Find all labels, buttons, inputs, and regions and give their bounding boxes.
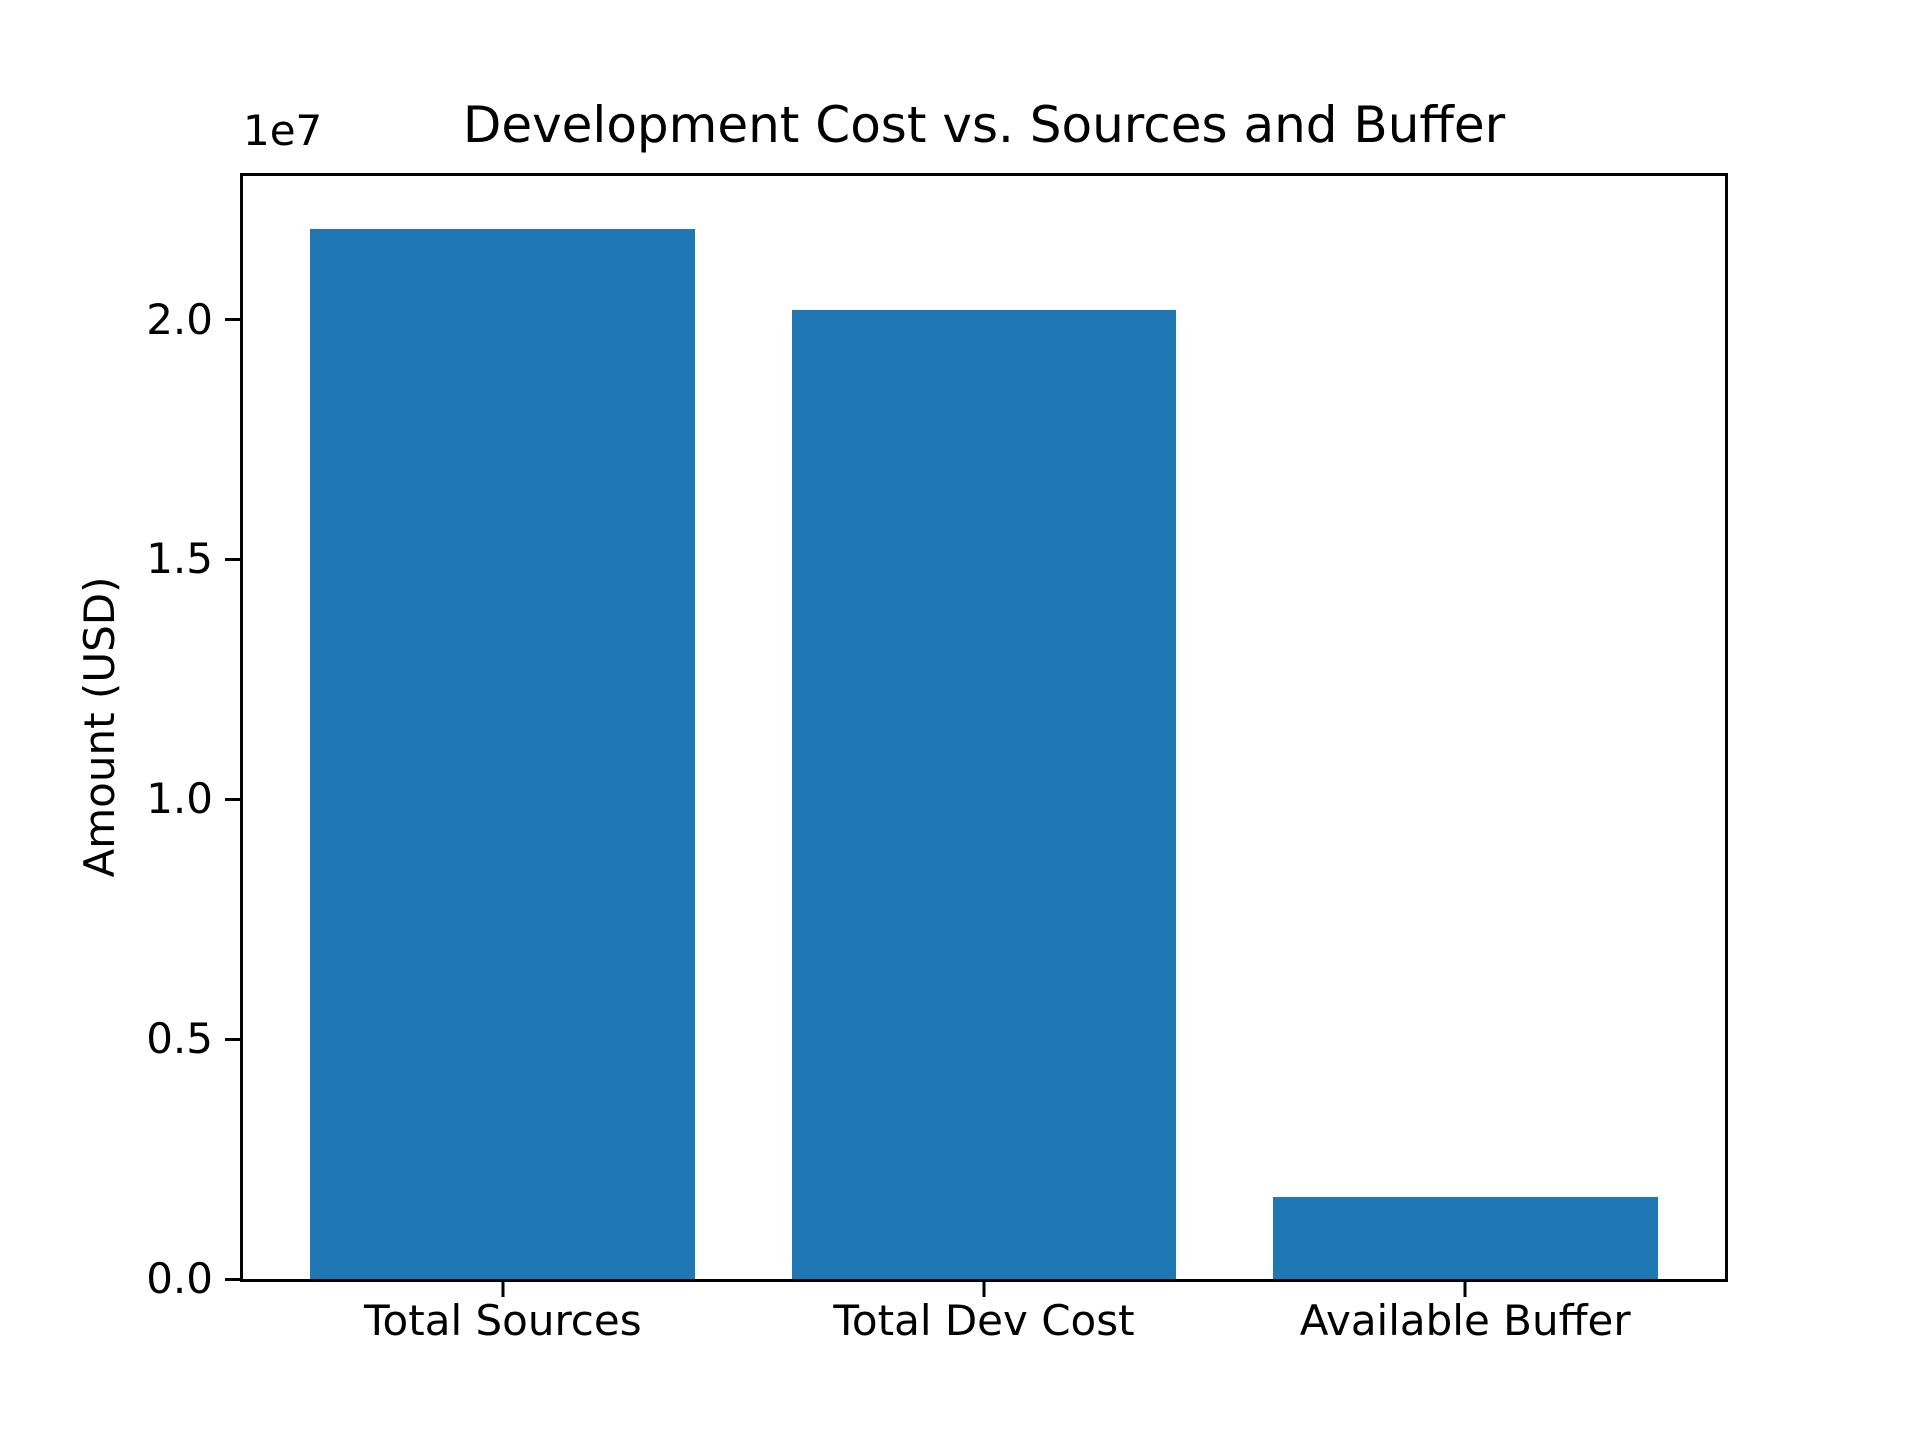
y-tick-mark (225, 557, 240, 561)
x-tick-mark (982, 1282, 986, 1297)
x-tick-label: Available Buffer (1299, 1296, 1631, 1345)
y-tick-label: 1.5 (146, 534, 213, 584)
y-tick-mark (225, 1037, 240, 1041)
y-tick-label: 1.0 (146, 774, 213, 824)
y-tick-label: 2.0 (146, 294, 213, 344)
y-axis-offset-label: 1e7 (243, 106, 323, 155)
bar (310, 228, 696, 1279)
y-axis-label: Amount (USD) (75, 576, 124, 878)
x-tick-mark (501, 1282, 505, 1297)
y-tick-label: 0.5 (146, 1014, 213, 1064)
chart-title: Development Cost vs. Sources and Buffer (462, 96, 1506, 154)
y-tick-mark (225, 797, 240, 801)
y-tick-mark (225, 1277, 240, 1281)
bar (1272, 1197, 1658, 1279)
x-tick-mark (1463, 1282, 1467, 1297)
bar (791, 310, 1177, 1279)
y-tick-label: 0.0 (146, 1254, 213, 1303)
x-tick-label: Total Dev Cost (833, 1296, 1135, 1345)
y-tick-mark (225, 318, 240, 322)
plot-area: Total Sources Total Dev Cost Available Buf… (146, 173, 1728, 1345)
x-tick-label: Total Sources (364, 1296, 642, 1345)
